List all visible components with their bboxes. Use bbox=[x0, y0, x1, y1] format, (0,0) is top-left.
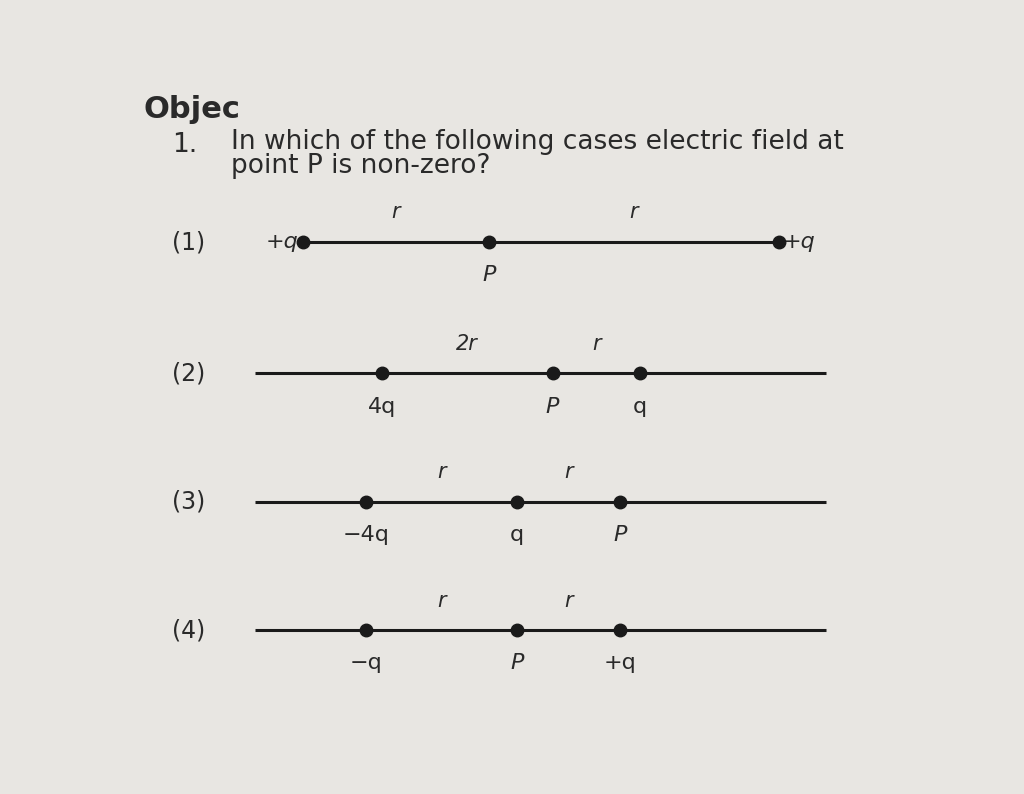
Text: 4q: 4q bbox=[368, 397, 396, 417]
Text: (3): (3) bbox=[172, 490, 205, 514]
Text: r: r bbox=[437, 462, 445, 482]
Text: P: P bbox=[482, 265, 496, 285]
Text: P: P bbox=[546, 397, 559, 417]
Text: r: r bbox=[564, 462, 572, 482]
Text: (2): (2) bbox=[172, 361, 205, 385]
Text: In which of the following cases electric field at: In which of the following cases electric… bbox=[231, 129, 844, 155]
Text: +q: +q bbox=[782, 232, 815, 252]
Text: 1.: 1. bbox=[172, 132, 197, 158]
Text: r: r bbox=[592, 334, 600, 354]
Text: (4): (4) bbox=[172, 619, 205, 642]
Text: point P is non-zero?: point P is non-zero? bbox=[231, 153, 490, 179]
Text: Objec: Objec bbox=[143, 95, 241, 125]
Text: +q: +q bbox=[604, 653, 636, 673]
Text: q: q bbox=[510, 525, 524, 545]
Text: 2r: 2r bbox=[457, 334, 478, 354]
Text: (1): (1) bbox=[172, 230, 205, 254]
Text: q: q bbox=[633, 397, 647, 417]
Text: P: P bbox=[510, 653, 523, 673]
Text: r: r bbox=[391, 202, 400, 222]
Text: r: r bbox=[564, 591, 572, 611]
Text: r: r bbox=[437, 591, 445, 611]
Text: r: r bbox=[630, 202, 638, 222]
Text: +q: +q bbox=[266, 232, 299, 252]
Text: −q: −q bbox=[350, 653, 382, 673]
Text: −4q: −4q bbox=[343, 525, 389, 545]
Text: P: P bbox=[613, 525, 627, 545]
